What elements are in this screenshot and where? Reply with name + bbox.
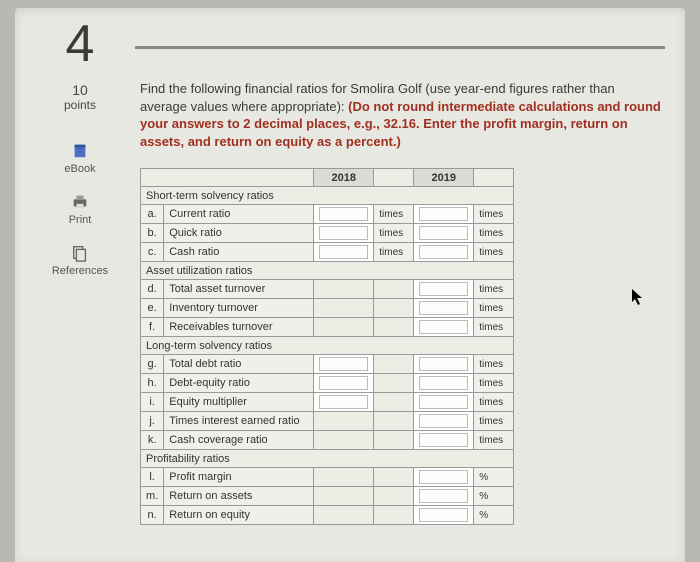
input-b-2019[interactable]: [414, 224, 474, 243]
table-row: j.Times interest earned ratiotimes: [141, 412, 514, 431]
section-short-term: Short-term solvency ratios: [141, 187, 514, 205]
input-d-2019[interactable]: [414, 280, 474, 299]
input-g-2019[interactable]: [414, 355, 474, 374]
table-row: l.Profit margin%: [141, 468, 514, 487]
input-j-2019[interactable]: [414, 412, 474, 431]
print-icon: [71, 193, 89, 211]
ebook-label: eBook: [64, 163, 95, 175]
input-e-2019[interactable]: [414, 299, 474, 318]
cursor-icon: [631, 288, 645, 309]
input-i-2018[interactable]: [314, 393, 374, 412]
ebook-link[interactable]: eBook: [35, 142, 125, 175]
left-sidebar: 10 points eBook Print References: [35, 70, 125, 525]
table-row: m.Return on assets%: [141, 487, 514, 506]
input-m-2019[interactable]: [414, 487, 474, 506]
question-header: 4: [15, 8, 685, 70]
references-icon: [71, 244, 89, 262]
table-row: g.Total debt ratiotimes: [141, 355, 514, 374]
worksheet-page: 4 10 points eBook Print References: [15, 8, 685, 562]
input-c-2019[interactable]: [414, 243, 474, 262]
section-profitability: Profitability ratios: [141, 450, 514, 468]
instructions-text: Find the following financial ratios for …: [140, 80, 665, 150]
input-b-2018[interactable]: [314, 224, 374, 243]
input-i-2019[interactable]: [414, 393, 474, 412]
input-n-2019[interactable]: [414, 506, 474, 525]
print-link[interactable]: Print: [35, 193, 125, 226]
input-a-2019[interactable]: [414, 205, 474, 224]
question-number: 4: [35, 18, 125, 70]
print-label: Print: [69, 214, 92, 226]
references-link[interactable]: References: [35, 244, 125, 277]
ratios-table: 2018 2019 Short-term solvency ratios a.C…: [140, 168, 514, 525]
input-g-2018[interactable]: [314, 355, 374, 374]
main-content: Find the following financial ratios for …: [125, 70, 665, 525]
table-row: i.Equity multipliertimes: [141, 393, 514, 412]
section-long-term: Long-term solvency ratios: [141, 337, 514, 355]
input-k-2019[interactable]: [414, 431, 474, 450]
input-h-2019[interactable]: [414, 374, 474, 393]
points-block: 10 points: [35, 82, 125, 112]
section-asset-util: Asset utilization ratios: [141, 262, 514, 280]
input-a-2018[interactable]: [314, 205, 374, 224]
table-row: n.Return on equity%: [141, 506, 514, 525]
table-row: b.Quick ratiotimestimes: [141, 224, 514, 243]
header-divider: [135, 46, 665, 49]
input-l-2019[interactable]: [414, 468, 474, 487]
points-value: 10: [35, 82, 125, 98]
header-row: 2018 2019: [141, 169, 514, 187]
table-row: e.Inventory turnovertimes: [141, 299, 514, 318]
points-label: points: [35, 98, 125, 112]
table-row: k.Cash coverage ratiotimes: [141, 431, 514, 450]
year-2018-header: 2018: [314, 169, 374, 187]
table-row: f.Receivables turnovertimes: [141, 318, 514, 337]
year-2019-header: 2019: [414, 169, 474, 187]
table-row: a.Current ratiotimestimes: [141, 205, 514, 224]
ebook-icon: [71, 142, 89, 160]
table-row: c.Cash ratiotimestimes: [141, 243, 514, 262]
input-c-2018[interactable]: [314, 243, 374, 262]
input-h-2018[interactable]: [314, 374, 374, 393]
input-f-2019[interactable]: [414, 318, 474, 337]
table-row: d.Total asset turnovertimes: [141, 280, 514, 299]
table-row: h.Debt-equity ratiotimes: [141, 374, 514, 393]
references-label: References: [52, 265, 108, 277]
